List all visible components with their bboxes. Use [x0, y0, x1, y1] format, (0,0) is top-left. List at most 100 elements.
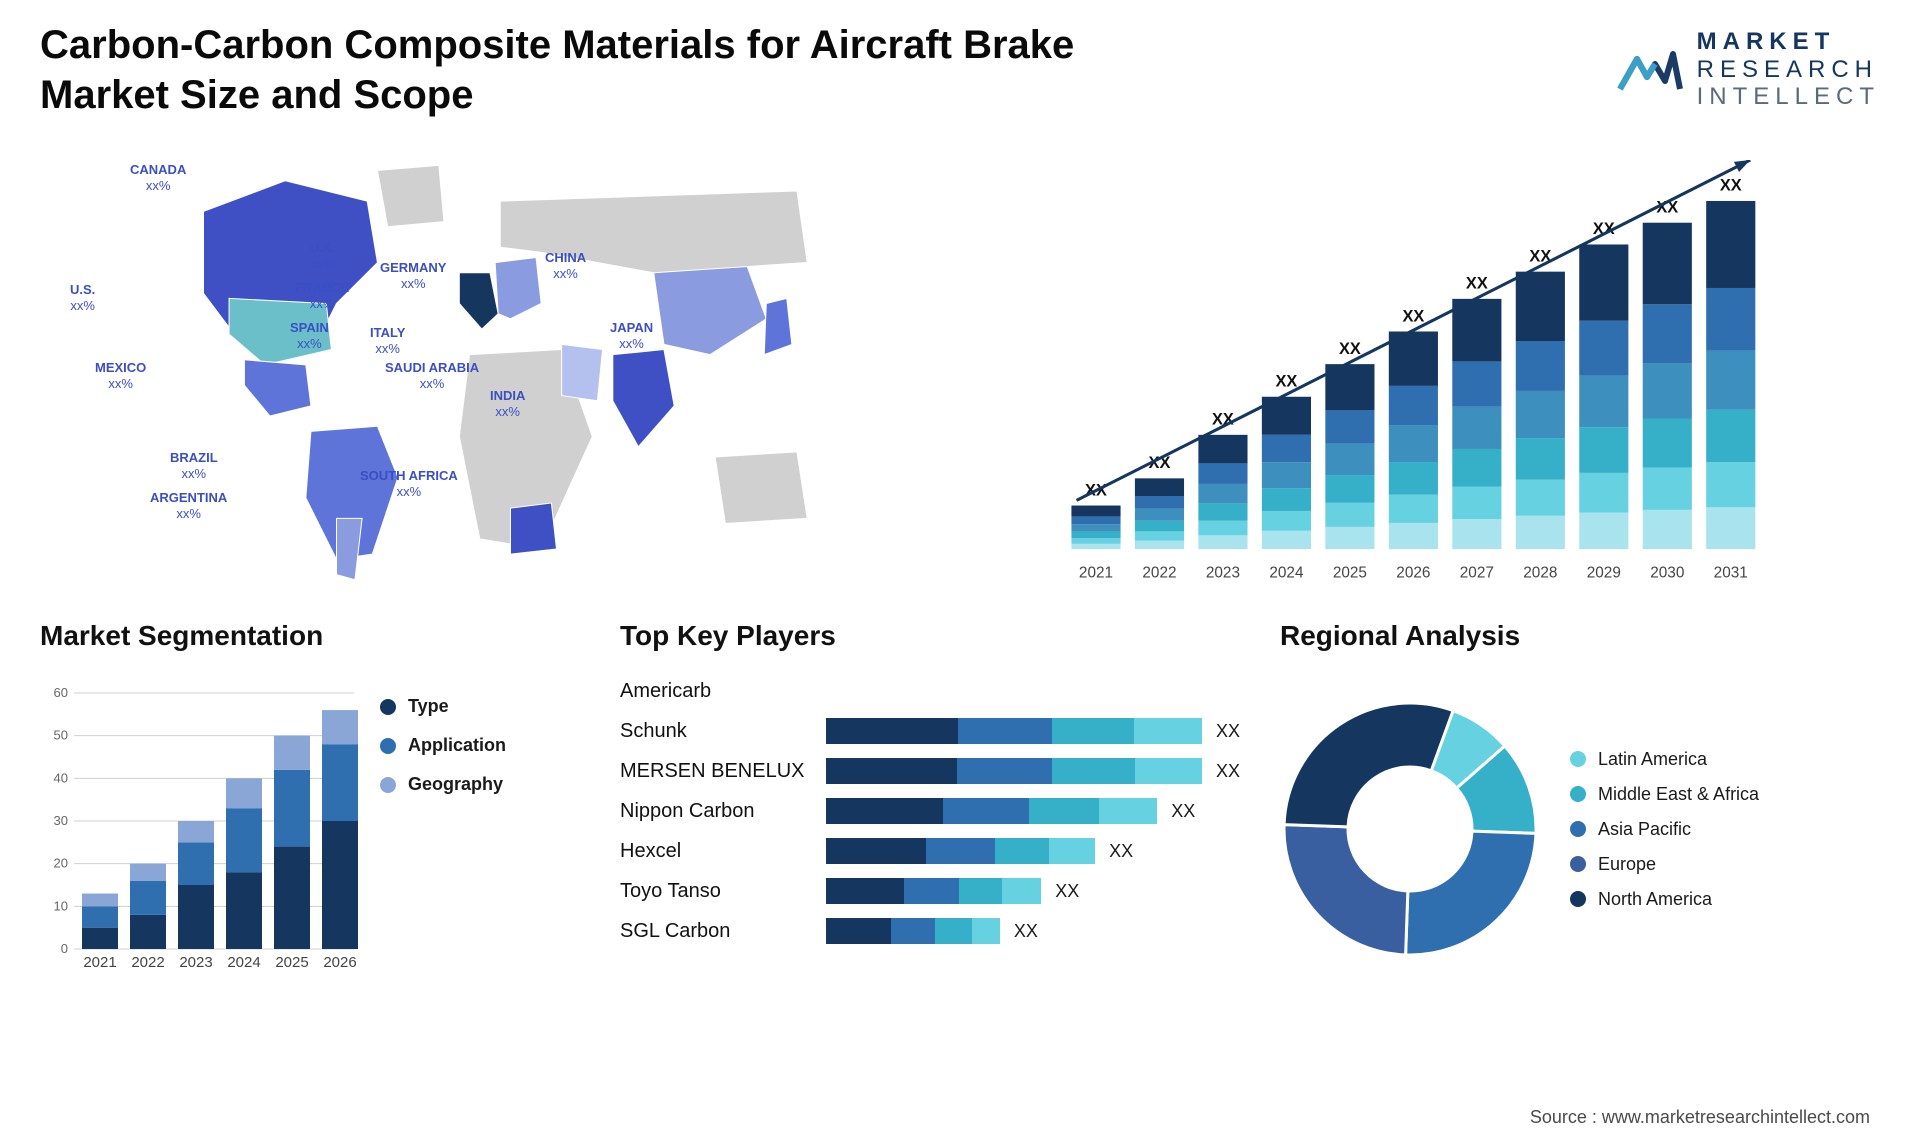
growth-bar-segment [1516, 516, 1565, 549]
player-bar-wrap: XX [826, 798, 1240, 824]
player-value: XX [1216, 721, 1240, 742]
player-bar-segment [1052, 718, 1135, 744]
map-label: SOUTH AFRICAxx% [360, 468, 458, 499]
growth-chart-panel: XX2021XX2022XX2023XX2024XX2025XX2026XX20… [980, 150, 1880, 590]
legend-swatch-icon [1570, 786, 1586, 802]
player-name: Americarb [620, 680, 810, 703]
growth-bar-segment [1706, 410, 1755, 462]
map-label-name: CHINA [545, 250, 586, 265]
player-value: XX [1216, 761, 1240, 782]
growth-bar-segment [1706, 507, 1755, 549]
player-bar-segment [935, 918, 971, 944]
growth-bar-segment [1389, 386, 1438, 425]
player-row: MERSEN BENELUX XX [620, 754, 1240, 788]
player-row: HexcelXX [620, 834, 1240, 868]
player-bar-segment [826, 918, 891, 944]
growth-bar-segment [1262, 511, 1311, 531]
growth-bar-segment [1643, 419, 1692, 468]
growth-bar-segment [1579, 244, 1628, 320]
seg-year-label: 2023 [179, 954, 212, 971]
map-label: CANADAxx% [130, 162, 186, 193]
growth-year-label: 2029 [1587, 565, 1621, 582]
growth-bar-segment [1135, 496, 1184, 509]
seg-bar-segment [226, 872, 262, 949]
growth-bar-segment [1389, 462, 1438, 495]
map-region-greenland [377, 165, 444, 226]
map-label-pct: xx% [385, 376, 479, 392]
map-label-pct: xx% [360, 484, 458, 500]
map-label: JAPANxx% [610, 320, 653, 351]
growth-bar-segment [1706, 351, 1755, 410]
seg-bar-segment [130, 915, 166, 949]
player-row: Toyo TansoXX [620, 874, 1240, 908]
player-bar-segment [943, 798, 1029, 824]
growth-bar-segment [1071, 532, 1120, 539]
growth-bar-segment [1198, 463, 1247, 484]
player-bar-wrap: XX [826, 838, 1240, 864]
map-label: U.K.xx% [310, 240, 336, 271]
legend-label: Latin America [1598, 749, 1707, 770]
growth-bar-segment [1516, 341, 1565, 391]
growth-bar-value: XX [1466, 275, 1488, 293]
map-region-japan [764, 298, 792, 354]
seg-ytick: 40 [54, 770, 68, 785]
map-label: CHINAxx% [545, 250, 586, 281]
map-label-pct: xx% [310, 256, 336, 272]
growth-bar-segment [1452, 361, 1501, 406]
growth-bar-segment [1389, 523, 1438, 549]
map-label-name: ARGENTINA [150, 490, 227, 505]
player-bar-wrap: XX [826, 718, 1240, 744]
player-row: Nippon CarbonXX [620, 794, 1240, 828]
player-bar-wrap: XX [826, 758, 1240, 784]
growth-bar-segment [1325, 527, 1374, 549]
map-label: SPAINxx% [290, 320, 329, 351]
map-label-name: FRANCE [295, 280, 349, 295]
player-bar-segment [826, 838, 926, 864]
growth-bar-segment [1579, 375, 1628, 427]
legend-swatch-icon [1570, 856, 1586, 872]
growth-bar-segment [1516, 272, 1565, 341]
growth-bar-segment [1135, 521, 1184, 532]
growth-year-label: 2026 [1396, 565, 1430, 582]
growth-bar-segment [1198, 484, 1247, 503]
player-bar-segment [826, 798, 943, 824]
legend-label: Type [408, 696, 449, 717]
growth-bar-segment [1262, 462, 1311, 488]
seg-bar-segment [322, 710, 358, 744]
seg-year-label: 2025 [275, 954, 308, 971]
player-bar-segment [826, 878, 904, 904]
top-row: CANADAxx%U.S.xx%MEXICOxx%BRAZILxx%ARGENT… [40, 150, 1880, 590]
player-bar-wrap: XX [826, 878, 1240, 904]
region-legend-item: Europe [1570, 854, 1880, 875]
growth-bar-segment [1643, 510, 1692, 549]
seg-ytick: 50 [54, 728, 68, 743]
seg-bar-segment [82, 906, 118, 927]
growth-year-label: 2028 [1523, 565, 1557, 582]
player-row: SchunkXX [620, 714, 1240, 748]
legend-label: Geography [408, 774, 503, 795]
map-label-name: CANADA [130, 162, 186, 177]
legend-swatch-icon [380, 738, 396, 754]
map-region-eu [459, 273, 498, 329]
map-label-name: SOUTH AFRICA [360, 468, 458, 483]
map-label-pct: xx% [610, 336, 653, 352]
player-bar-segment [972, 918, 1000, 944]
legend-label: Asia Pacific [1598, 819, 1691, 840]
legend-swatch-icon [1570, 751, 1586, 767]
seg-year-label: 2024 [227, 954, 260, 971]
map-region-me [562, 344, 603, 400]
segmentation-legend: TypeApplicationGeography [380, 668, 580, 990]
legend-swatch-icon [1570, 821, 1586, 837]
map-region-aus [715, 452, 807, 524]
map-label-name: INDIA [490, 388, 525, 403]
legend-label: Europe [1598, 854, 1656, 875]
growth-arrowhead-icon [1734, 160, 1750, 172]
growth-bar-segment [1452, 406, 1501, 449]
world-map-panel: CANADAxx%U.S.xx%MEXICOxx%BRAZILxx%ARGENT… [40, 150, 940, 590]
map-label-pct: xx% [170, 466, 218, 482]
seg-bar-segment [82, 928, 118, 949]
player-name: MERSEN BENELUX [620, 760, 810, 783]
seg-bar-segment [178, 842, 214, 885]
seg-year-label: 2022 [131, 954, 164, 971]
map-label-pct: xx% [290, 336, 329, 352]
